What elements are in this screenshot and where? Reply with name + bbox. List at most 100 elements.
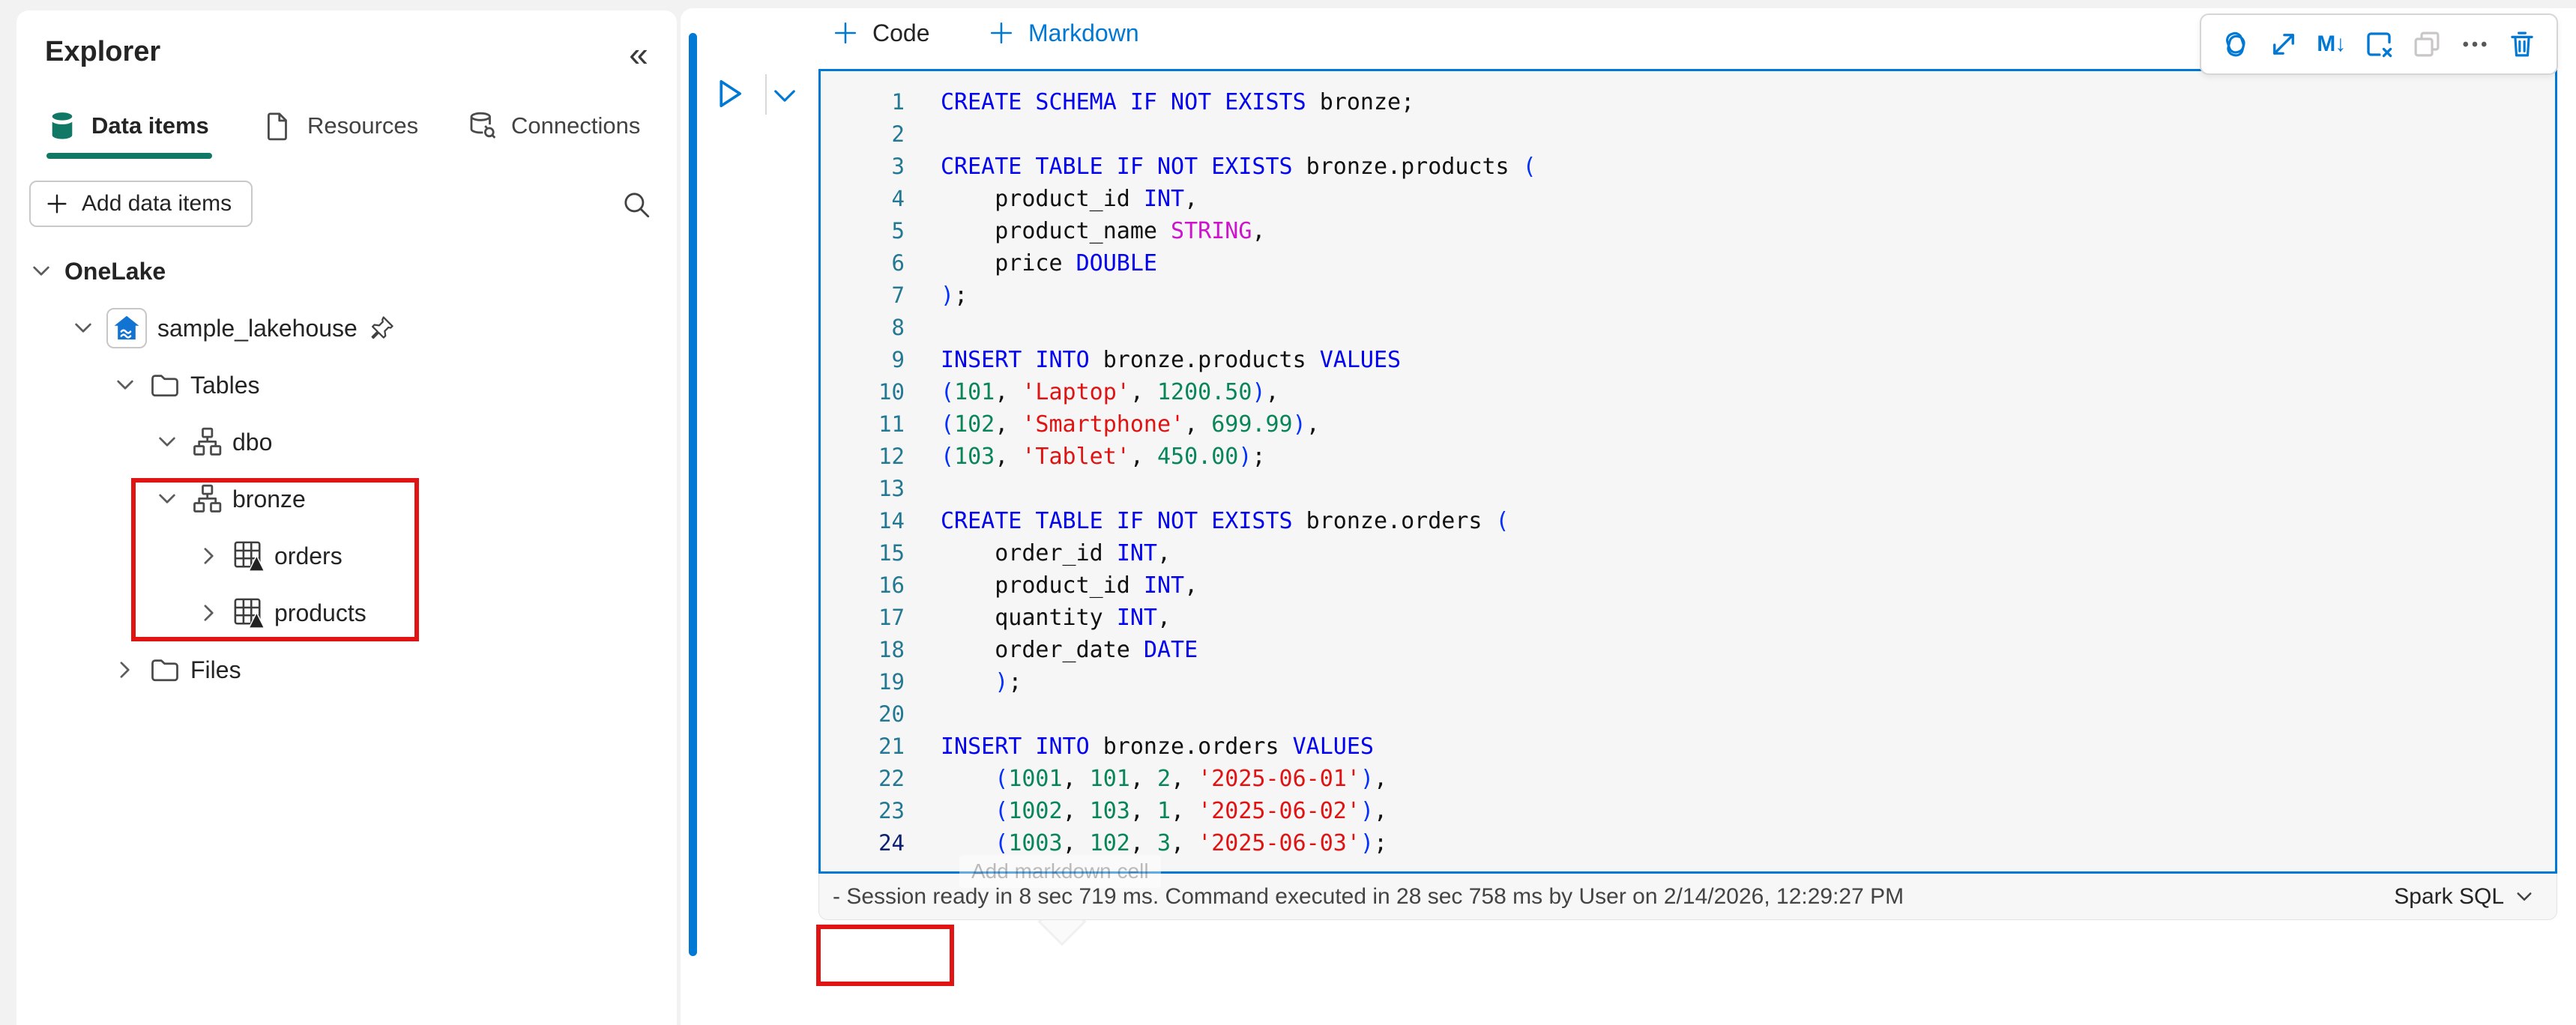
chevron-down-icon xyxy=(2517,892,2532,901)
code-text: INSERT INTO bronze.orders VALUES xyxy=(941,734,1374,760)
code-line: 10 (101, 'Laptop', 1200.50), xyxy=(821,376,2555,408)
tree-item-onelake[interactable]: OneLake xyxy=(16,243,677,300)
code-text: (102, 'Smartphone', 699.99), xyxy=(941,411,1320,438)
line-number: 13 xyxy=(878,476,905,501)
line-number: 19 xyxy=(878,669,905,695)
run-options-chevron[interactable] xyxy=(769,80,800,112)
code-line: 12 (103, 'Tablet', 450.00); xyxy=(821,441,2555,473)
code-line: 24 (1003, 102, 3, '2025-06-03'); xyxy=(821,827,2555,859)
code-line: 17 quantity INT, xyxy=(821,602,2555,634)
explorer-title: Explorer xyxy=(45,36,161,67)
code-text: CREATE TABLE IF NOT EXISTS bronze.produc… xyxy=(941,154,1536,180)
tree-item-bronze[interactable]: bronze xyxy=(16,471,677,527)
code-line: 13 xyxy=(821,473,2555,505)
code-text: (101, 'Laptop', 1200.50), xyxy=(941,379,1279,405)
expand-cell-button[interactable] xyxy=(2264,25,2303,64)
plus-icon xyxy=(834,22,857,44)
more-options-button[interactable] xyxy=(2455,25,2494,64)
collapse-explorer-button[interactable]: « xyxy=(616,31,661,76)
highlight-box-add-code xyxy=(816,925,954,986)
code-line: 19 ); xyxy=(821,666,2555,698)
explorer-panel: Explorer « Data items Resources Connection… xyxy=(16,10,677,1025)
chevron-down-icon[interactable] xyxy=(154,486,180,512)
code-line: 2 xyxy=(821,118,2555,151)
tree-item-label: OneLake xyxy=(64,257,166,285)
tab-resources[interactable]: Resources xyxy=(262,102,418,150)
code-text: ); xyxy=(995,669,1022,695)
document-icon xyxy=(262,110,294,142)
folder-icon xyxy=(148,653,181,686)
chevron-down-icon[interactable] xyxy=(154,429,180,455)
code-editor[interactable]: 1 CREATE SCHEMA IF NOT EXISTS bronze; 2 3 CR… xyxy=(818,69,2557,874)
chevron-down-icon[interactable] xyxy=(112,372,138,398)
tab-connections[interactable]: Connections xyxy=(466,102,640,150)
tab-label: Data items xyxy=(91,112,209,139)
schema-icon xyxy=(190,483,223,515)
code-text: product_id INT, xyxy=(941,186,1198,212)
table-icon xyxy=(232,539,265,572)
tree-item-label: bronze xyxy=(232,485,306,512)
chevron-right-icon[interactable] xyxy=(196,543,222,569)
code-line: 5 product_name STRING, xyxy=(821,215,2555,247)
line-number: 8 xyxy=(891,315,905,340)
tree-item-label: sample_lakehouse xyxy=(157,314,358,342)
line-number: 14 xyxy=(878,508,905,533)
code-text: CREATE SCHEMA IF NOT EXISTS bronze; xyxy=(941,89,1415,115)
language-selector[interactable]: Spark SQL xyxy=(2394,884,2536,910)
play-icon xyxy=(720,79,742,108)
code-line: 20 xyxy=(821,698,2555,731)
cell-toolbar: M↓ xyxy=(2200,13,2558,75)
line-number: 3 xyxy=(891,154,905,179)
add-markdown-cell-ghost: Add markdown cell xyxy=(959,855,1161,888)
table-icon xyxy=(232,596,265,629)
data-items-tree: OneLake sample_lakehouse Tables dbo bronze or… xyxy=(16,243,677,698)
line-number: 23 xyxy=(878,798,905,823)
delete-cell-button[interactable] xyxy=(2503,25,2542,64)
code-lines: 1 CREATE SCHEMA IF NOT EXISTS bronze; 2 3 CR… xyxy=(821,71,2555,859)
run-controls-divider xyxy=(765,74,767,115)
line-number: 15 xyxy=(878,540,905,566)
code-text: quantity INT, xyxy=(941,605,1171,631)
code-line: 22 (1001, 101, 2, '2025-06-01'), xyxy=(821,763,2555,795)
tree-item-tables[interactable]: Tables xyxy=(16,357,677,414)
explorer-tabs: Data items Resources Connections xyxy=(16,102,677,159)
pin-icon[interactable] xyxy=(368,315,395,342)
tree-item-dbo[interactable]: dbo xyxy=(16,414,677,471)
clear-cell-outputs-button[interactable] xyxy=(2359,25,2398,64)
tree-item-files[interactable]: Files xyxy=(16,641,677,698)
line-number: 10 xyxy=(878,379,905,405)
tab-data-items[interactable]: Data items xyxy=(46,102,212,159)
code-line: 21 INSERT INTO bronze.orders VALUES xyxy=(821,731,2555,763)
add-markdown-label: Markdown xyxy=(1028,19,1139,46)
tree-item-label: dbo xyxy=(232,428,273,456)
tree-item-orders[interactable]: orders xyxy=(16,527,677,584)
tree-item-products[interactable]: products xyxy=(16,584,677,641)
tree-item-label: Files xyxy=(190,656,241,683)
tree-item-sample-lakehouse[interactable]: sample_lakehouse xyxy=(16,300,677,357)
search-button[interactable] xyxy=(616,184,657,225)
code-line: 16 product_id INT, xyxy=(821,569,2555,602)
add-data-items-button[interactable]: Add data items xyxy=(29,181,253,227)
schema-icon xyxy=(190,426,223,459)
convert-to-markdown-button[interactable]: M↓ xyxy=(2311,25,2350,64)
chevron-right-icon[interactable] xyxy=(112,657,138,683)
line-number: 6 xyxy=(891,250,905,276)
line-number: 1 xyxy=(891,89,905,115)
chevron-down-icon[interactable] xyxy=(70,315,96,341)
folder-icon xyxy=(148,369,181,402)
line-number: 22 xyxy=(878,766,905,791)
code-line: 8 xyxy=(821,312,2555,344)
chevron-right-icon[interactable] xyxy=(196,600,222,626)
tab-label: Connections xyxy=(511,112,641,139)
line-number: 2 xyxy=(891,121,905,147)
add-markdown-button[interactable]: Markdown xyxy=(988,8,1139,58)
copilot-button[interactable] xyxy=(2216,25,2255,64)
run-cell-button[interactable] xyxy=(709,74,748,113)
line-number: 24 xyxy=(878,830,905,856)
add-code-button[interactable]: Code xyxy=(832,8,930,58)
chevron-down-icon[interactable] xyxy=(28,258,54,284)
code-line: 4 product_id INT, xyxy=(821,183,2555,215)
code-line: 7); xyxy=(821,279,2555,312)
lakehouse-icon xyxy=(106,308,147,348)
duplicate-cell-button xyxy=(2407,25,2446,64)
